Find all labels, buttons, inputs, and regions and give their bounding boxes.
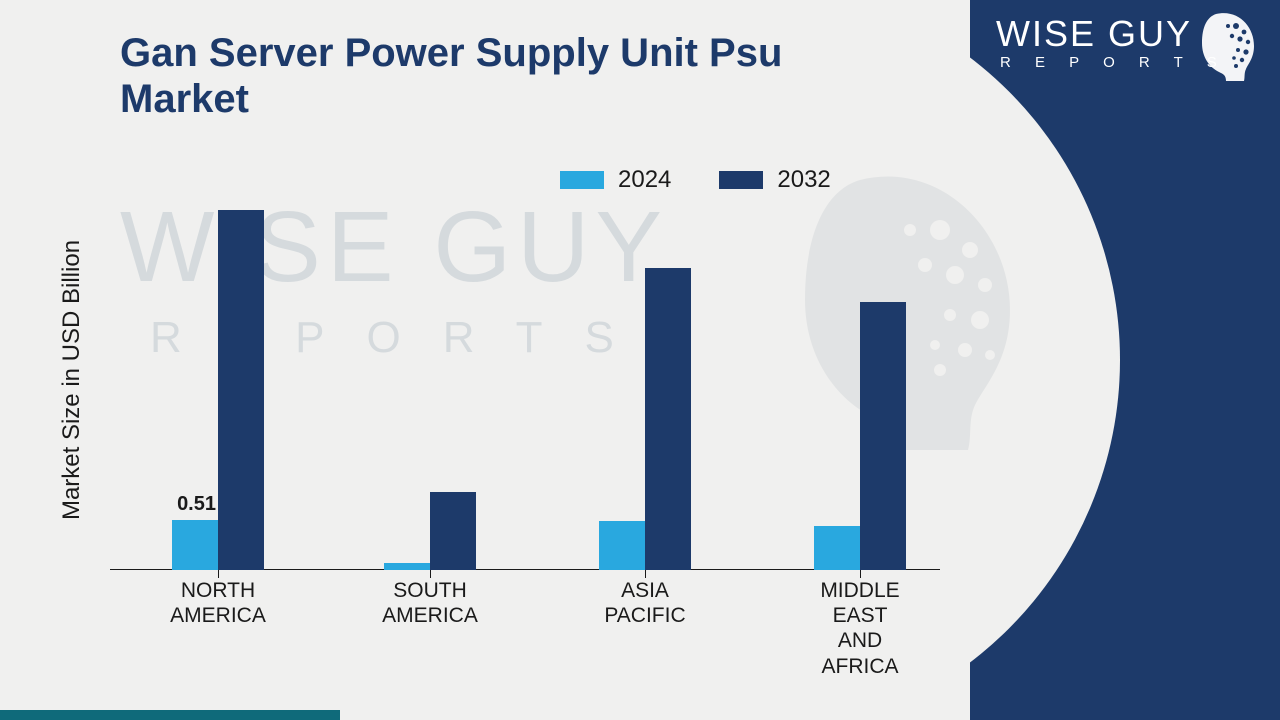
- x-axis-label: NORTHAMERICA: [138, 578, 298, 628]
- legend-item-2032: 2032: [719, 166, 830, 194]
- x-axis-tick: [430, 570, 431, 578]
- brand-head-icon: [1200, 12, 1256, 82]
- y-axis-label: Market Size in USD Billion: [58, 240, 86, 520]
- bar-2032: [860, 302, 906, 570]
- bar-2024: [172, 520, 218, 570]
- legend-label-2032: 2032: [777, 166, 830, 194]
- x-axis-label: ASIAPACIFIC: [565, 578, 725, 628]
- legend-swatch-2032: [719, 171, 763, 189]
- legend-swatch-2024: [560, 171, 604, 189]
- legend-label-2024: 2024: [618, 166, 671, 194]
- legend-item-2024: 2024: [560, 166, 671, 194]
- x-axis-label: MIDDLEEASTANDAFRICA: [780, 578, 940, 679]
- x-axis-label: SOUTHAMERICA: [350, 578, 510, 628]
- x-axis-tick: [218, 570, 219, 578]
- bar-2024: [599, 521, 645, 570]
- bottom-accent-strip: [0, 710, 340, 720]
- bar-2032: [218, 210, 264, 570]
- infographic-canvas: WISE GUY REPORTS Gan Server Power Supply…: [0, 0, 1280, 720]
- bar-value-label: 0.51: [136, 493, 216, 516]
- page-title: Gan Server Power Supply Unit Psu Market: [120, 30, 880, 122]
- bar-2024: [384, 563, 430, 570]
- bar-2032: [645, 268, 691, 570]
- x-axis-tick: [645, 570, 646, 578]
- bar-2024: [814, 526, 860, 570]
- bar-2032: [430, 492, 476, 570]
- brand-logo: WISE GUY R E P O R T S: [996, 16, 1256, 71]
- x-axis-tick: [860, 570, 861, 578]
- legend: 2024 2032: [560, 166, 831, 194]
- chart-plot-area: 0.51NORTHAMERICASOUTHAMERICAASIAPACIFICM…: [110, 200, 940, 570]
